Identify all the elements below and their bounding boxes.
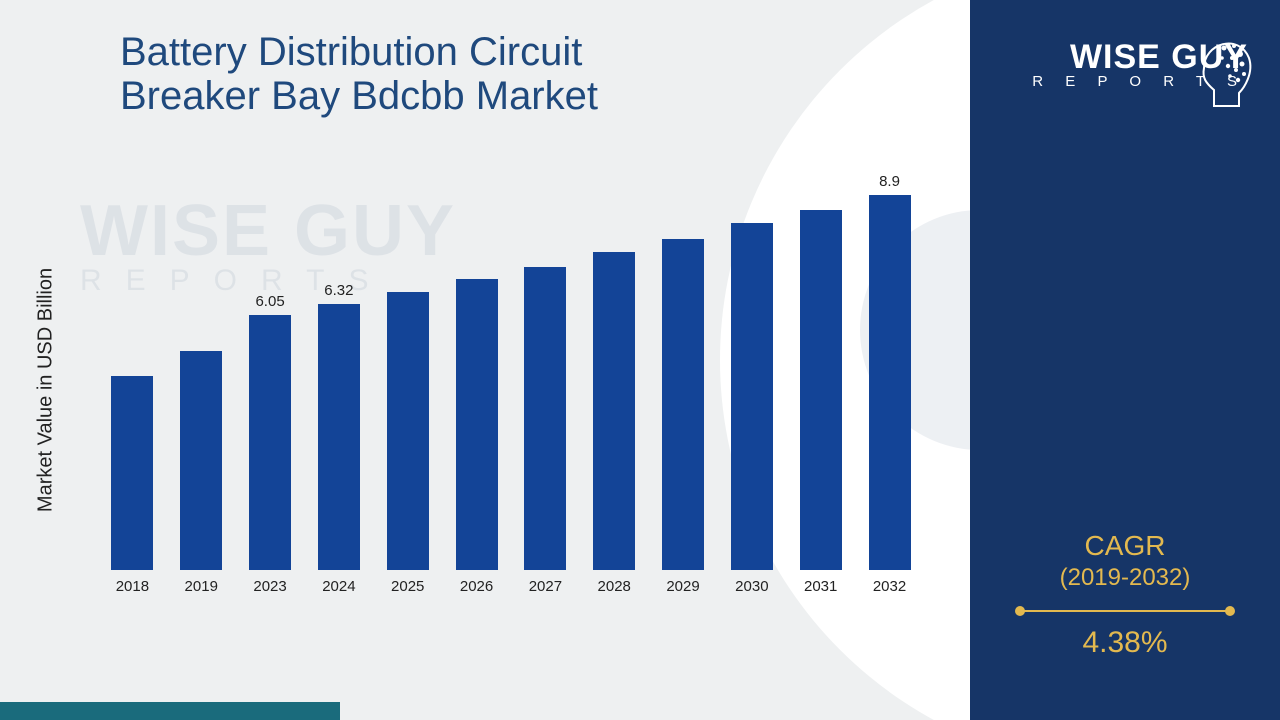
- x-tick-label: 2019: [167, 570, 236, 610]
- bar-2024: 6.32: [304, 170, 373, 570]
- bar-rect: [662, 239, 704, 570]
- head-icon: [1194, 28, 1254, 108]
- x-tick-label: 2023: [236, 570, 305, 610]
- bar-2032: 8.9: [855, 170, 924, 570]
- cagr-label: CAGR: [1010, 530, 1240, 562]
- x-tick-label: 2031: [786, 570, 855, 610]
- cagr-divider: [1020, 610, 1230, 612]
- bars-container: 6.05 6.32 8.9: [94, 170, 928, 570]
- bar-2028: [580, 170, 649, 570]
- cagr-period: (2019-2032): [1010, 564, 1240, 592]
- bar-rect: [800, 210, 842, 570]
- x-tick-label: 2024: [304, 570, 373, 610]
- bar-2025: [373, 170, 442, 570]
- chart-title: Battery Distribution CircuitBreaker Bay …: [120, 30, 598, 118]
- bar-value-label: 6.05: [255, 293, 284, 311]
- bar-2031: [786, 170, 855, 570]
- x-tick-label: 2032: [855, 570, 924, 610]
- bar-rect: [180, 351, 222, 570]
- x-tick-label: 2018: [98, 570, 167, 610]
- plot-area: 6.05 6.32 8.9: [94, 170, 928, 570]
- brand-logo: WISE GUY R E P O R T S: [1032, 38, 1248, 90]
- bar-value-label: 6.32: [324, 282, 353, 300]
- x-tick-label: 2027: [511, 570, 580, 610]
- cagr-block: CAGR (2019-2032) 4.38%: [1010, 530, 1240, 660]
- bar-chart: Market Value in USD Billion 6.056.328.9 …: [58, 170, 928, 610]
- x-tick-label: 2028: [580, 570, 649, 610]
- report-canvas: WISE GUY REPORTS Battery Distribution Ci…: [0, 0, 1280, 720]
- x-axis: 2018201920232024202520262027202820292030…: [94, 570, 928, 610]
- bar-2030: [717, 170, 786, 570]
- bar-rect: [593, 252, 635, 570]
- bar-rect: [249, 315, 291, 570]
- bar-rect: [731, 223, 773, 570]
- bar-rect: [387, 292, 429, 570]
- bar-2019: [167, 170, 236, 570]
- bar-rect: [869, 195, 911, 570]
- y-axis-label: Market Value in USD Billion: [35, 268, 58, 512]
- bar-2029: [649, 170, 718, 570]
- bar-rect: [111, 376, 153, 570]
- bar-2026: [442, 170, 511, 570]
- bar-2027: [511, 170, 580, 570]
- bar-rect: [524, 267, 566, 570]
- bar-rect: [318, 304, 360, 570]
- bar-2023: 6.05: [236, 170, 305, 570]
- x-tick-label: 2025: [373, 570, 442, 610]
- bar-value-label: 8.9: [879, 173, 900, 191]
- cagr-value: 4.38%: [1010, 626, 1240, 660]
- bar-2018: [98, 170, 167, 570]
- decor-bottom-bar: [0, 702, 340, 720]
- x-tick-label: 2026: [442, 570, 511, 610]
- x-tick-label: 2030: [717, 570, 786, 610]
- bar-rect: [456, 279, 498, 570]
- x-tick-label: 2029: [649, 570, 718, 610]
